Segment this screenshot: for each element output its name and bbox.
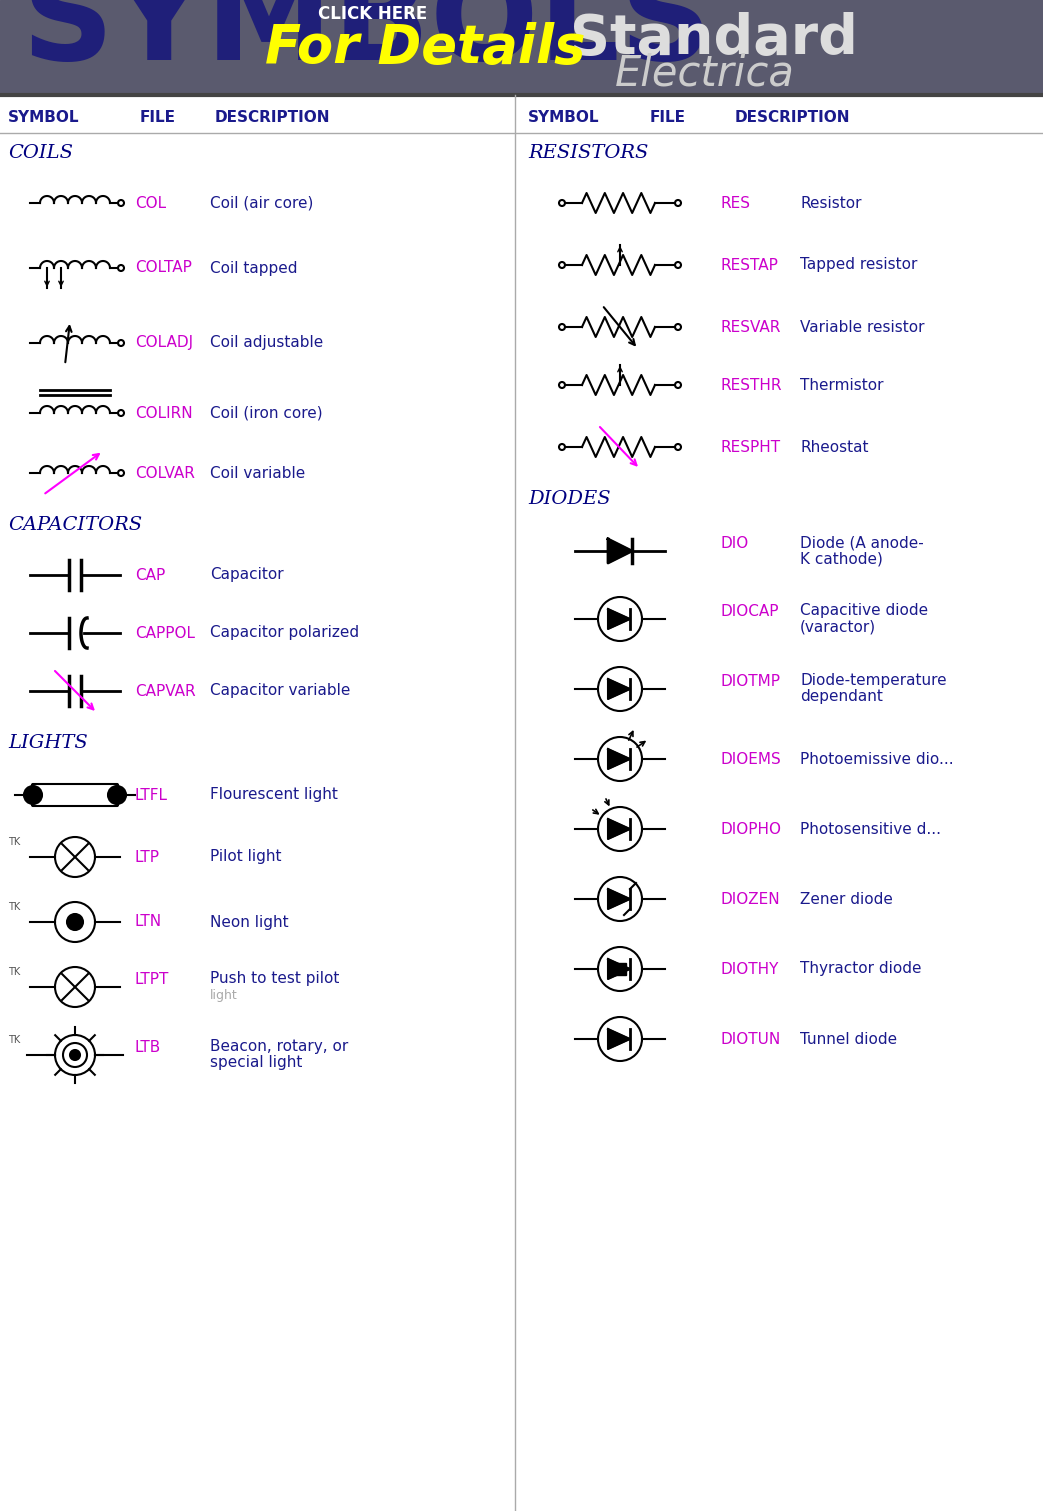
Text: RESPHT: RESPHT (720, 440, 780, 455)
Text: Zener diode: Zener diode (800, 891, 893, 907)
Text: Photosensitive d...: Photosensitive d... (800, 822, 941, 837)
Text: RESISTORS: RESISTORS (528, 144, 649, 162)
Text: Electrica: Electrica (615, 51, 795, 94)
Text: Rheostat: Rheostat (800, 440, 869, 455)
Text: DIOZEN: DIOZEN (720, 891, 779, 907)
Text: CAPACITORS: CAPACITORS (8, 515, 142, 533)
Text: CAPPOL: CAPPOL (135, 626, 195, 641)
Text: Coil variable: Coil variable (210, 465, 306, 480)
Text: SYMBOL: SYMBOL (528, 109, 600, 124)
Text: DIOTHY: DIOTHY (720, 961, 778, 976)
Text: SYMBOL: SYMBOL (8, 109, 79, 124)
Text: COLTAP: COLTAP (135, 260, 192, 275)
Text: TK: TK (8, 837, 20, 848)
Polygon shape (608, 539, 632, 564)
Text: CLICK HERE: CLICK HERE (318, 5, 428, 23)
Text: SYMBOLS: SYMBOLS (22, 0, 712, 88)
Text: TK: TK (8, 1035, 20, 1046)
Text: Standard: Standard (571, 12, 858, 66)
Text: Thyractor diode: Thyractor diode (800, 961, 922, 976)
Text: FILE: FILE (140, 109, 176, 124)
FancyBboxPatch shape (32, 784, 118, 805)
Text: Flourescent light: Flourescent light (210, 787, 338, 802)
Text: Variable resistor: Variable resistor (800, 319, 924, 334)
Polygon shape (608, 749, 630, 769)
Text: CAPVAR: CAPVAR (135, 683, 196, 698)
Text: Photoemissive dio...: Photoemissive dio... (800, 751, 953, 766)
Polygon shape (608, 1029, 630, 1049)
Text: COLADJ: COLADJ (135, 335, 193, 351)
Text: Diode-temperature: Diode-temperature (800, 674, 947, 689)
Text: dependant: dependant (800, 689, 882, 704)
Text: DIOTUN: DIOTUN (720, 1032, 780, 1047)
Polygon shape (608, 888, 630, 910)
Circle shape (67, 914, 83, 929)
Text: DIOTMP: DIOTMP (720, 674, 780, 689)
Polygon shape (608, 819, 630, 839)
Circle shape (70, 1050, 80, 1061)
Circle shape (24, 786, 42, 804)
Text: Capacitor variable: Capacitor variable (210, 683, 350, 698)
Text: Capacitor polarized: Capacitor polarized (210, 626, 359, 641)
Text: DIOPHO: DIOPHO (720, 822, 781, 837)
Text: Neon light: Neon light (210, 914, 289, 929)
Text: DIODES: DIODES (528, 490, 610, 508)
Text: CAP: CAP (135, 568, 165, 583)
Polygon shape (608, 609, 630, 629)
Text: Coil adjustable: Coil adjustable (210, 335, 323, 351)
Text: LTN: LTN (135, 914, 162, 929)
Text: Coil (air core): Coil (air core) (210, 195, 313, 210)
Text: TK: TK (8, 967, 20, 978)
Text: DESCRIPTION: DESCRIPTION (215, 109, 331, 124)
Text: Pilot light: Pilot light (210, 849, 282, 864)
Text: Capacitive diode: Capacitive diode (800, 603, 928, 618)
Text: LTP: LTP (135, 849, 160, 864)
Text: (varactor): (varactor) (800, 620, 876, 635)
Text: RESTAP: RESTAP (720, 257, 778, 272)
Text: RES: RES (720, 195, 750, 210)
Text: Resistor: Resistor (800, 195, 862, 210)
Text: Beacon, rotary, or: Beacon, rotary, or (210, 1040, 348, 1055)
Text: LTPT: LTPT (135, 972, 169, 987)
Text: Tunnel diode: Tunnel diode (800, 1032, 897, 1047)
Text: special light: special light (210, 1056, 302, 1070)
Text: Diode (A anode-: Diode (A anode- (800, 535, 924, 550)
Bar (0, 0, 1043, 95)
Text: Coil tapped: Coil tapped (210, 260, 297, 275)
Text: TK: TK (8, 902, 20, 913)
Text: RESVAR: RESVAR (720, 319, 780, 334)
Text: K cathode): K cathode) (800, 552, 882, 567)
Text: DIOEMS: DIOEMS (720, 751, 781, 766)
Circle shape (108, 786, 126, 804)
Polygon shape (608, 678, 630, 700)
Text: light: light (210, 988, 238, 1002)
Text: COLVAR: COLVAR (135, 465, 195, 480)
Text: LTB: LTB (135, 1040, 162, 1055)
Text: LIGHTS: LIGHTS (8, 734, 88, 752)
Text: DIOCAP: DIOCAP (720, 603, 778, 618)
Text: Push to test pilot: Push to test pilot (210, 972, 339, 987)
Text: Coil (iron core): Coil (iron core) (210, 405, 322, 420)
Text: Capacitor: Capacitor (210, 568, 284, 583)
Text: LTFL: LTFL (135, 787, 168, 802)
Text: DIO: DIO (720, 535, 748, 550)
Text: RESTHR: RESTHR (720, 378, 781, 393)
Text: FILE: FILE (650, 109, 686, 124)
Text: COLIRN: COLIRN (135, 405, 193, 420)
Text: For Details: For Details (265, 23, 585, 74)
Text: COILS: COILS (8, 144, 73, 162)
Text: DESCRIPTION: DESCRIPTION (735, 109, 850, 124)
Text: COL: COL (135, 195, 166, 210)
Text: Tapped resistor: Tapped resistor (800, 257, 918, 272)
Bar (614, 963, 626, 975)
Text: Thermistor: Thermistor (800, 378, 883, 393)
Polygon shape (608, 959, 630, 979)
